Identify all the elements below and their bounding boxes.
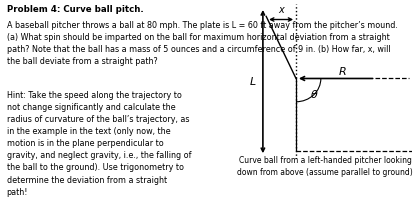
- Text: Hint: Take the speed along the trajectory to
not change significantly and calcul: Hint: Take the speed along the trajector…: [7, 91, 191, 197]
- Text: L: L: [249, 77, 256, 87]
- Text: Problem 4: Curve ball pitch.: Problem 4: Curve ball pitch.: [7, 5, 143, 14]
- Text: R: R: [338, 67, 345, 77]
- Text: $\theta$: $\theta$: [309, 88, 318, 100]
- Text: A baseball pitcher throws a ball at 80 mph. The plate is L = 60 ft away from the: A baseball pitcher throws a ball at 80 m…: [7, 21, 396, 66]
- Text: x: x: [278, 5, 283, 15]
- Text: Curve ball from a left-handed pitcher looking
down from above (assume parallel t: Curve ball from a left-handed pitcher lo…: [237, 156, 412, 177]
